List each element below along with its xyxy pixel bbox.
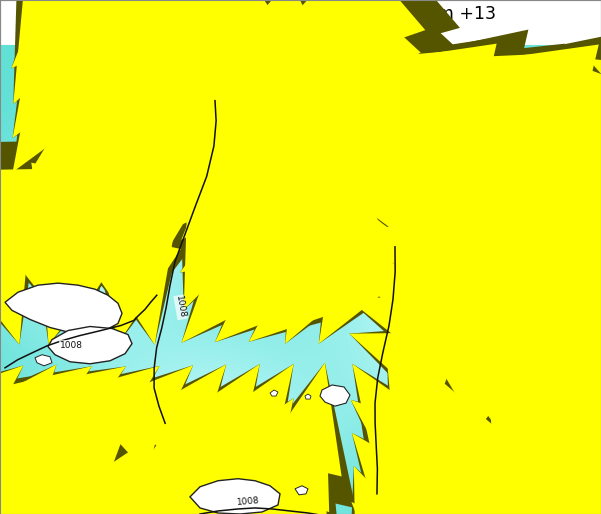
Text: 1008: 1008 [236,496,260,507]
Text: 1008: 1008 [174,295,187,319]
Polygon shape [270,390,278,396]
Polygon shape [295,486,308,495]
Polygon shape [305,394,311,399]
Polygon shape [48,326,132,364]
Text: Surface Wind on Tuesday 01 Apr at 7am +13: Surface Wind on Tuesday 01 Apr at 7am +1… [105,6,496,24]
Polygon shape [5,283,122,335]
Text: 1008: 1008 [60,341,83,350]
Polygon shape [35,355,52,366]
Polygon shape [190,479,280,514]
Text: Mean Sea Level Pressure Isobars: Mean Sea Level Pressure Isobars [192,26,409,39]
Polygon shape [320,385,350,406]
